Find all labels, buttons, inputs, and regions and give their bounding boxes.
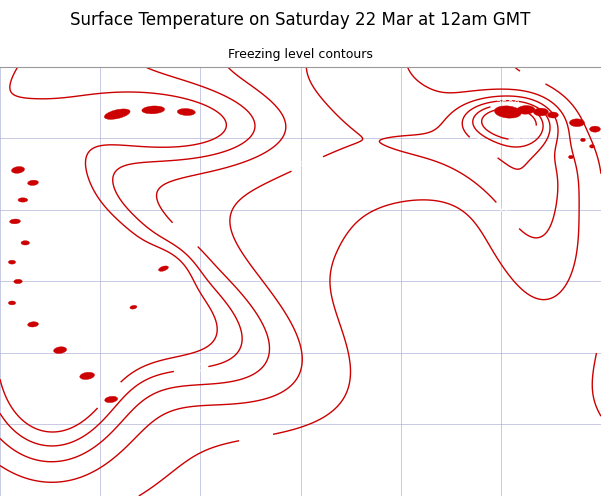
Point (0, 492, 5, 496)
Ellipse shape (590, 126, 600, 132)
Ellipse shape (28, 180, 38, 186)
Ellipse shape (10, 219, 20, 224)
Ellipse shape (21, 241, 29, 245)
Ellipse shape (177, 109, 195, 116)
Ellipse shape (159, 266, 168, 271)
Ellipse shape (130, 306, 137, 309)
Ellipse shape (548, 112, 558, 118)
Point (0, 492, 5, 496)
Ellipse shape (517, 106, 535, 114)
Circle shape (581, 138, 585, 142)
Text: 2000: 2000 (172, 223, 198, 247)
Ellipse shape (105, 109, 130, 120)
Ellipse shape (8, 301, 16, 305)
Text: 1500: 1500 (496, 203, 519, 228)
Ellipse shape (105, 396, 118, 403)
Text: 2000: 2000 (471, 136, 496, 159)
Text: Surface Temperature on Saturday 22 Mar at 12am GMT: Surface Temperature on Saturday 22 Mar a… (70, 11, 531, 29)
Text: 3000: 3000 (97, 382, 121, 407)
Text: 2500: 2500 (495, 100, 520, 110)
Ellipse shape (80, 372, 94, 379)
Point (0, 492, 5, 496)
Ellipse shape (28, 322, 38, 327)
Ellipse shape (569, 119, 584, 126)
Text: Freezing level contours: Freezing level contours (228, 49, 373, 62)
Ellipse shape (11, 167, 25, 173)
Ellipse shape (18, 198, 28, 202)
Ellipse shape (533, 108, 549, 116)
Text: 1000: 1000 (243, 431, 269, 445)
Text: 500: 500 (593, 329, 601, 349)
Text: 500: 500 (522, 69, 543, 86)
Ellipse shape (142, 106, 165, 114)
Ellipse shape (8, 260, 16, 264)
Text: 2500: 2500 (178, 363, 204, 375)
Text: 1500: 1500 (294, 154, 320, 174)
Circle shape (569, 155, 573, 159)
Ellipse shape (14, 279, 22, 284)
Circle shape (590, 145, 594, 148)
Point (0, 492, 5, 496)
Point (0, 492, 5, 496)
Ellipse shape (53, 347, 67, 354)
Point (0, 492, 5, 496)
Ellipse shape (495, 106, 521, 118)
Text: 3000: 3000 (512, 128, 538, 147)
